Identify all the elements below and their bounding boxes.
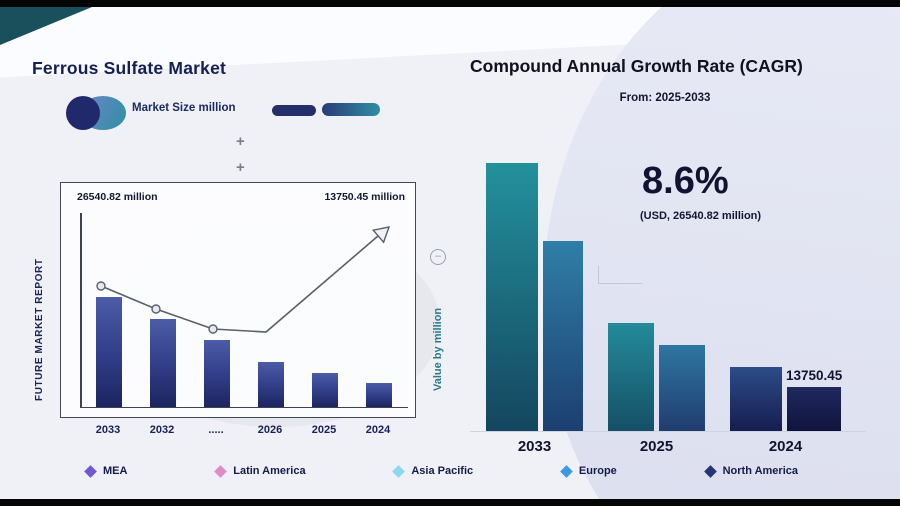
left-chart-year-axis: 2033 2032..... 2026 2025 2024 xyxy=(81,424,405,436)
legend-label: North America xyxy=(722,465,798,477)
market-size-bar xyxy=(96,296,122,407)
cagr-subtitle: From: 2025-2033 xyxy=(619,92,711,104)
market-size-bar xyxy=(204,339,230,407)
market-size-bar-column xyxy=(190,339,244,407)
market-size-chart: 26540.82 million 13750.45 million xyxy=(60,182,416,418)
year-axis-label: ..... xyxy=(208,424,224,436)
minus-circle-icon: – xyxy=(430,249,446,265)
max-value-label: 26540.82 million xyxy=(77,191,158,203)
cagr-basis: (USD, 26540.82 million) xyxy=(640,210,762,222)
legend-item-north-america: North America xyxy=(703,464,798,478)
legend-item-latin-america: Latin America xyxy=(214,464,306,478)
diamond-icon xyxy=(560,464,573,478)
legend-item-europe: Europe xyxy=(560,464,617,478)
legend-label: MEA xyxy=(103,465,128,477)
top-border-bar xyxy=(0,0,900,7)
year-axis-label: 2026 xyxy=(257,424,283,436)
market-size-bar-column xyxy=(244,361,298,407)
year-axis-label: 2032 xyxy=(149,424,175,436)
cagr-bar xyxy=(543,241,583,431)
year-axis-label: 2033 xyxy=(95,424,121,436)
market-size-bar xyxy=(258,361,284,407)
regions-legend: MEA Latin America Asia Pacific Europe North … xyxy=(84,464,798,478)
year-axis-label: 2025 xyxy=(639,438,674,455)
right-chart-year-axis: 2033 2025 2024 xyxy=(470,438,841,455)
market-size-bar-column xyxy=(352,382,406,407)
market-size-legend-label: Market Size million xyxy=(132,102,236,114)
legend-label: Asia Pacific xyxy=(411,465,474,477)
left-chart-title: Ferrous Sulfate Market xyxy=(32,58,227,78)
legend-item-asia-pacific: Asia Pacific xyxy=(392,464,474,478)
future-market-report-watermark: FUTURE MARKET REPORT xyxy=(34,258,45,402)
year-axis-label: 2025 xyxy=(311,424,337,436)
cagr-bar-group xyxy=(486,163,583,431)
diamond-icon xyxy=(392,464,406,478)
market-size-bar xyxy=(312,372,338,407)
cagr-value: 8.6% xyxy=(642,160,729,202)
legend-label: Latin America xyxy=(233,465,306,477)
corner-triangle-decor xyxy=(0,7,92,45)
year-axis-label: 2033 xyxy=(517,438,552,455)
min-value-label: 13750.45 million xyxy=(324,191,405,203)
bottom-border-bar xyxy=(0,499,900,506)
market-size-bar-column xyxy=(82,296,136,407)
diamond-icon xyxy=(703,464,717,478)
market-size-bar xyxy=(150,318,176,407)
diamond-icon xyxy=(214,464,228,478)
market-size-disc-icon xyxy=(66,95,126,131)
legend-pill-dark xyxy=(272,105,316,116)
year-axis-label: 2024 xyxy=(365,424,391,436)
cagr-bar xyxy=(486,163,538,431)
market-size-bar-column xyxy=(136,318,190,407)
cagr-bar-group xyxy=(608,323,705,431)
legend-label: Europe xyxy=(578,465,617,477)
value-annotation: 13750.45 xyxy=(786,368,843,383)
x-axis-line xyxy=(80,406,408,408)
elbow-line-decor xyxy=(598,266,642,284)
year-axis-label: 2024 xyxy=(768,438,803,455)
market-size-bar-column xyxy=(298,372,352,407)
cagr-bar-group xyxy=(730,367,841,431)
plus-icon: + xyxy=(236,159,245,176)
market-size-bars xyxy=(82,296,406,407)
cagr-bar xyxy=(787,387,841,431)
market-size-bar xyxy=(366,382,392,407)
legend-pill-teal xyxy=(322,103,380,116)
cagr-chart xyxy=(470,160,866,432)
cagr-bar xyxy=(659,345,705,431)
cagr-bar xyxy=(608,323,654,431)
cagr-title: Compound Annual Growth Rate (CAGR) xyxy=(470,56,803,76)
legend-item-mea: MEA xyxy=(84,464,128,478)
value-axis-label: Value by million xyxy=(432,307,444,391)
y-axis-line xyxy=(80,213,82,408)
plus-icon: + xyxy=(236,133,245,150)
diamond-icon xyxy=(84,464,97,478)
disc-front-shape xyxy=(66,96,100,130)
cagr-bar xyxy=(730,367,782,431)
